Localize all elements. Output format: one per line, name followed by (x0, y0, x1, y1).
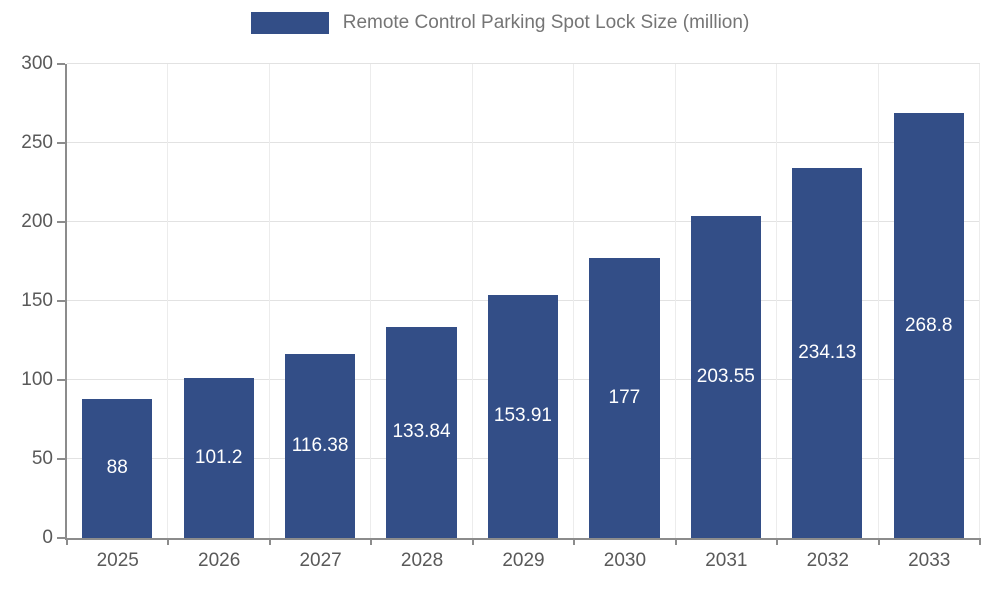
x-tick-label: 2027 (299, 550, 342, 571)
x-tick-mark (268, 538, 271, 545)
bar-value-label: 88 (106, 457, 128, 479)
y-tick-mark (57, 379, 65, 382)
bar[interactable]: 88 (82, 398, 153, 538)
y-tick-mark (57, 300, 65, 302)
bar-column: 234.13 (777, 64, 879, 538)
bar-value-label: 234.13 (798, 342, 857, 364)
y-tick-label: 200 (21, 211, 53, 233)
bar[interactable]: 153.91 (487, 294, 559, 538)
y-tick-mark (57, 458, 65, 461)
x-tick-label: 2029 (502, 550, 545, 571)
legend-swatch-icon (250, 12, 329, 34)
bar[interactable]: 268.8 (893, 113, 964, 538)
y-tick-mark (57, 63, 65, 65)
x-tick-label: 2028 (400, 550, 444, 571)
plot-area: 0 50 100 150 200 250 300 88 101.2 116.38 133.84 15… (21, 53, 981, 571)
x-tick-label: 2026 (198, 550, 241, 571)
x-tick-mark (877, 538, 880, 545)
bar-value-label: 268.8 (904, 314, 953, 336)
x-tick-mark (674, 538, 677, 545)
bar-value-label: 153.91 (493, 405, 553, 427)
y-tick-label: 150 (21, 290, 53, 311)
bar[interactable]: 203.55 (690, 216, 761, 538)
x-tick-mark (573, 538, 576, 545)
bar-column: 203.55 (676, 64, 778, 538)
y-tick-label: 300 (21, 53, 53, 74)
y-tick-label: 0 (42, 527, 53, 548)
bar-column: 88 (67, 64, 169, 538)
y-tick-label: 250 (21, 132, 53, 153)
gridline-h (67, 142, 980, 143)
bar-value-label: 116.38 (291, 435, 349, 457)
bar-value-label: 101.2 (194, 447, 243, 469)
gridline-h (67, 221, 980, 223)
x-axis-labels: 2025 2026 2027 2028 2029 2030 2031 2032 2033 (67, 550, 980, 572)
bar[interactable]: 234.13 (792, 168, 863, 538)
legend[interactable]: Remote Control Parking Spot Lock Size (m… (0, 12, 1000, 34)
x-tick-mark (66, 538, 68, 545)
bar[interactable]: 133.84 (386, 326, 457, 538)
x-tick-mark (979, 538, 981, 545)
x-tick-label: 2032 (806, 550, 849, 571)
y-tick-label: 100 (21, 369, 53, 391)
y-tick-mark (57, 221, 65, 224)
legend-label: Remote Control Parking Spot Lock Size (m… (342, 12, 750, 33)
bar-value-label: 133.84 (392, 421, 451, 443)
gridline-h (67, 63, 980, 64)
bar-column: 268.8 (879, 64, 980, 538)
x-tick-mark (167, 538, 170, 545)
x-tick-label: 2030 (603, 550, 647, 571)
bar-column: 133.84 (371, 64, 473, 538)
bar[interactable]: 101.2 (183, 378, 254, 538)
bar-value-label: 203.55 (696, 366, 755, 388)
x-tick-label: 2031 (705, 550, 748, 571)
y-tick-mark (57, 537, 65, 539)
bar[interactable]: 177 (589, 258, 660, 538)
y-tick-label: 50 (31, 448, 53, 470)
x-tick-mark (370, 538, 373, 545)
bar-column: 153.91 (473, 64, 575, 538)
y-tick-mark (57, 142, 65, 144)
bars-layer: 88 101.2 116.38 133.84 153.91 177 203.55 234.13… (67, 64, 980, 538)
x-tick-mark (776, 538, 779, 545)
bar-value-label: 177 (608, 387, 641, 409)
bar-column: 177 (574, 64, 676, 538)
bar-column: 101.2 (168, 64, 270, 538)
x-tick-label: 2025 (96, 550, 139, 571)
x-tick-label: 2033 (908, 550, 951, 571)
x-tick-mark (471, 538, 474, 545)
bar-column: 116.38 (270, 64, 372, 538)
bar[interactable]: 116.38 (284, 354, 356, 538)
